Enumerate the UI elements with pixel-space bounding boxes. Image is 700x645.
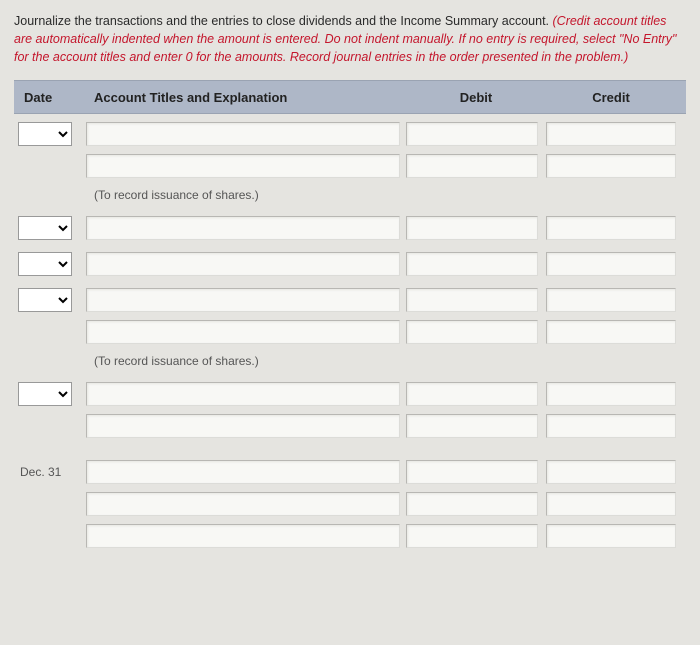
account-input[interactable] [86,414,400,438]
credit-input[interactable] [546,320,676,344]
credit-input[interactable] [546,460,676,484]
table-row [14,216,686,240]
date-label: Dec. 31 [14,465,86,479]
account-input[interactable] [86,524,400,548]
instructions-plain: Journalize the transactions and the entr… [14,14,553,28]
table-row [14,414,686,438]
date-select[interactable] [18,382,72,406]
journal-entry-form: Journalize the transactions and the entr… [0,0,700,645]
date-select[interactable] [18,288,72,312]
debit-input[interactable] [406,382,538,406]
header-credit: Credit [546,90,676,105]
account-input[interactable] [86,460,400,484]
date-select[interactable] [18,122,72,146]
credit-input[interactable] [546,216,676,240]
debit-input[interactable] [406,122,538,146]
debit-input[interactable] [406,288,538,312]
account-input[interactable] [86,492,400,516]
account-input[interactable] [86,122,400,146]
table-header: Date Account Titles and Explanation Debi… [14,80,686,114]
table-row [14,122,686,146]
account-input[interactable] [86,288,400,312]
credit-input[interactable] [546,288,676,312]
debit-input[interactable] [406,154,538,178]
entry-caption: (To record issuance of shares.) [14,178,686,208]
header-date: Date [14,90,86,105]
table-row: Dec. 31 [14,460,686,484]
table-row [14,492,686,516]
credit-input[interactable] [546,414,676,438]
account-input[interactable] [86,382,400,406]
instructions: Journalize the transactions and the entr… [14,12,686,66]
header-debit: Debit [406,90,546,105]
credit-input[interactable] [546,382,676,406]
credit-input[interactable] [546,154,676,178]
table-row [14,154,686,178]
table-row [14,382,686,406]
date-select[interactable] [18,252,72,276]
account-input[interactable] [86,216,400,240]
table-row [14,252,686,276]
entry-caption: (To record issuance of shares.) [14,344,686,374]
credit-input[interactable] [546,524,676,548]
debit-input[interactable] [406,320,538,344]
credit-input[interactable] [546,122,676,146]
debit-input[interactable] [406,492,538,516]
debit-input[interactable] [406,252,538,276]
debit-input[interactable] [406,460,538,484]
table-row [14,288,686,312]
account-input[interactable] [86,252,400,276]
account-input[interactable] [86,320,400,344]
table-row [14,524,686,548]
account-input[interactable] [86,154,400,178]
credit-input[interactable] [546,492,676,516]
header-account: Account Titles and Explanation [86,90,406,105]
debit-input[interactable] [406,414,538,438]
date-select[interactable] [18,216,72,240]
table-row [14,320,686,344]
debit-input[interactable] [406,524,538,548]
credit-input[interactable] [546,252,676,276]
debit-input[interactable] [406,216,538,240]
